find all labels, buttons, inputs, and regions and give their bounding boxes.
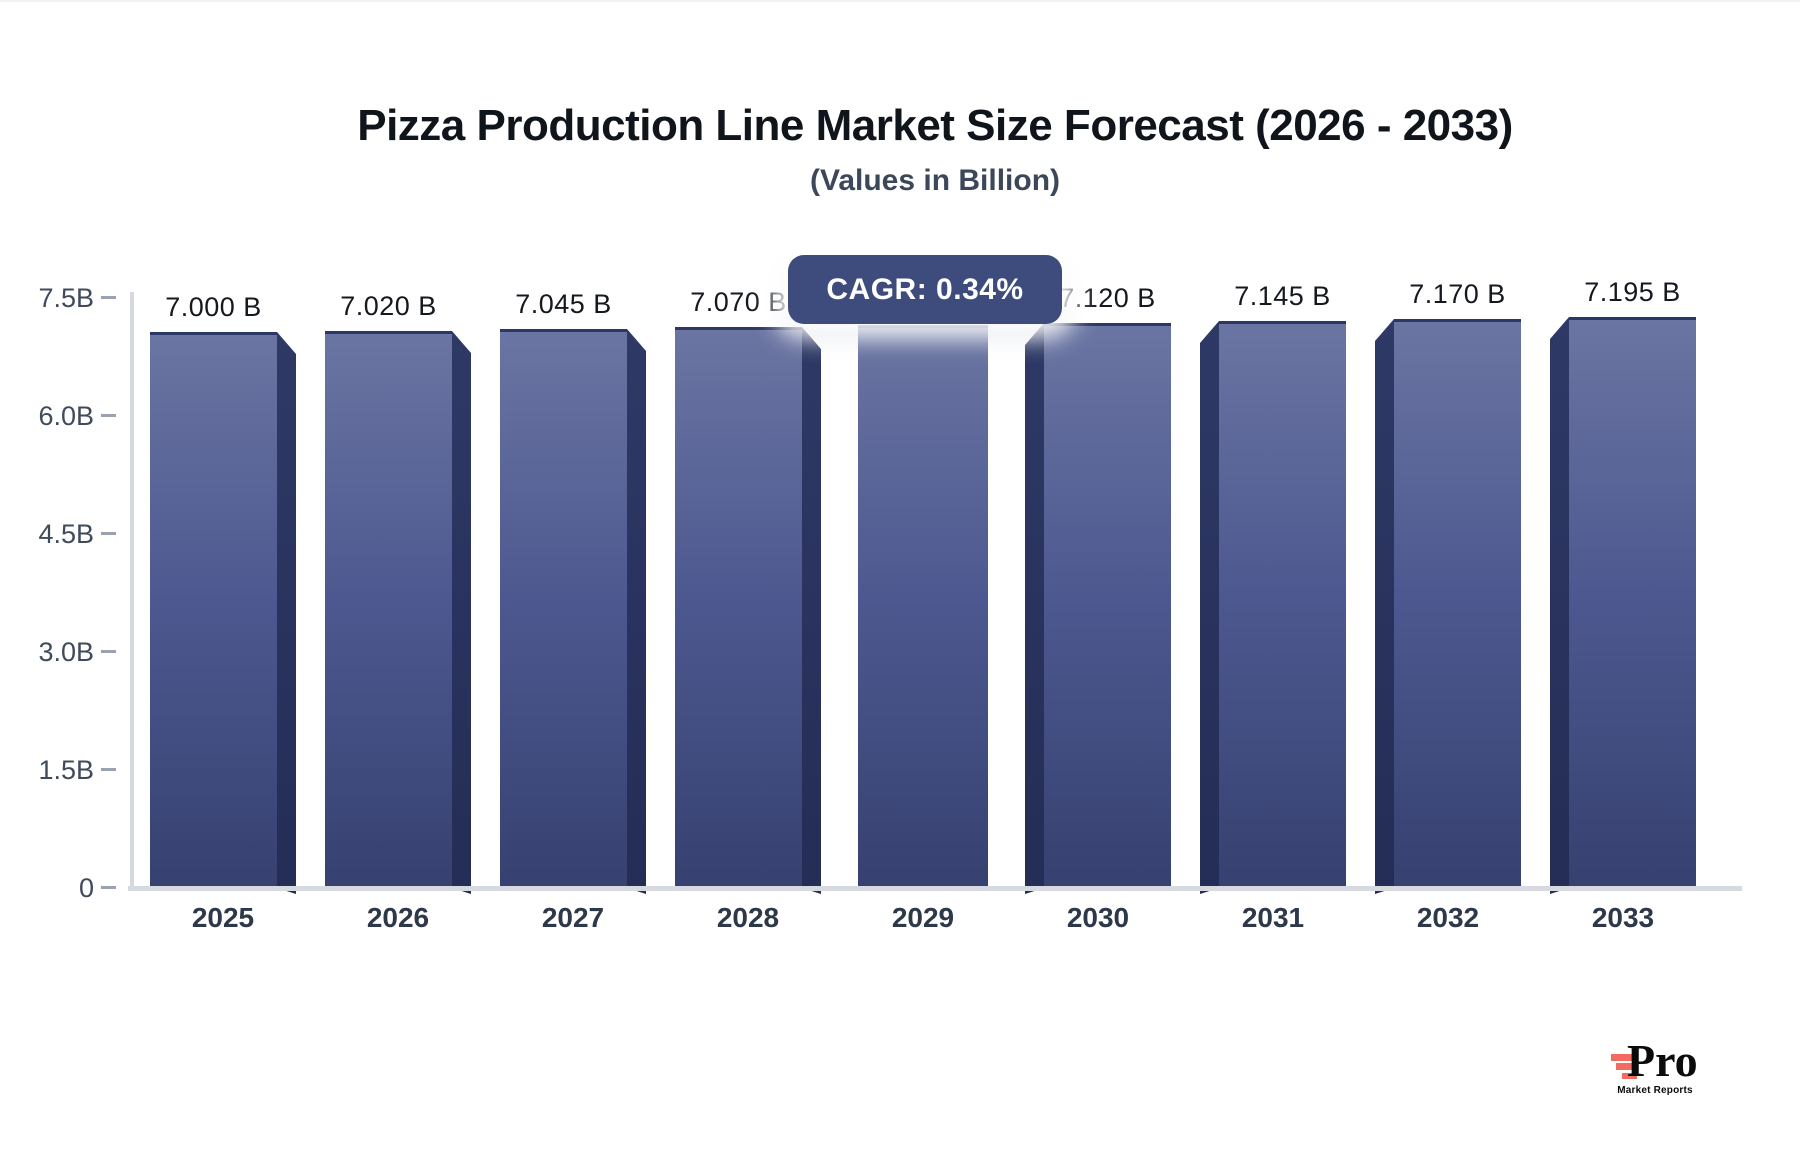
y-tick-label-1.5B: 1.5B [38, 755, 94, 785]
brand-logo: Pro Market Reports [1604, 1035, 1700, 1102]
x-tick-label-2028: 2028 [716, 902, 780, 933]
logo-stripe-icon [1622, 1073, 1637, 1079]
y-tick-label-7.5B: 7.5B [38, 283, 94, 313]
bar-2029[interactable] [858, 325, 988, 888]
bar-side-face-2031 [1200, 321, 1219, 894]
bar-2033[interactable] [1569, 317, 1696, 888]
bar-side-face-2028 [802, 327, 821, 894]
bar-value-label-2032: 7.170 B [1409, 279, 1506, 309]
bar-value-label-2030: 7.120 B [1059, 283, 1156, 313]
x-tick-label-2029: 2029 [891, 902, 955, 933]
x-axis-line [128, 886, 1742, 891]
bar-2031[interactable] [1219, 321, 1346, 888]
y-tick-mark [101, 414, 116, 417]
y-tick-label-3.0B: 3.0B [38, 637, 94, 667]
bar-value-label-2028: 7.070 B [690, 287, 787, 317]
bar-2025[interactable] [150, 332, 277, 888]
logo-tagline: Market Reports [1617, 1085, 1693, 1096]
bar-side-face-2033 [1550, 317, 1569, 894]
y-tick-label-0: 0 [78, 873, 94, 903]
bar-2027[interactable] [500, 329, 627, 888]
x-tick-label-2031: 2031 [1241, 902, 1305, 933]
y-tick-mark [101, 650, 116, 653]
x-tick-label-2025: 2025 [191, 902, 255, 933]
y-tick-mark [101, 886, 116, 889]
y-tick-mark [101, 296, 116, 299]
bar-value-label-2033: 7.195 B [1584, 277, 1681, 307]
bar-2028[interactable] [675, 327, 802, 888]
y-tick-label-4.5B: 4.5B [38, 519, 94, 549]
y-tick-mark [101, 768, 116, 771]
bar-value-label-2027: 7.045 B [515, 289, 612, 319]
y-axis-line [130, 292, 134, 891]
x-tick-label-2032: 2032 [1416, 902, 1480, 933]
logo-stripe-icon [1616, 1063, 1637, 1070]
bar-side-face-2025 [277, 332, 296, 894]
x-tick-label-2027: 2027 [541, 902, 605, 933]
bar-2026[interactable] [325, 331, 452, 888]
x-tick-label-2033: 2033 [1591, 902, 1655, 933]
x-tick-label-2026: 2026 [366, 902, 430, 933]
y-tick-mark [101, 532, 116, 535]
logo-brand-text: Pro [1627, 1035, 1698, 1086]
x-tick-label-2030: 2030 [1066, 902, 1130, 933]
bar-2030[interactable] [1044, 323, 1171, 888]
bar-side-face-2030 [1025, 323, 1044, 894]
bar-value-label-2031: 7.145 B [1234, 281, 1331, 311]
bar-value-label-2026: 7.020 B [340, 291, 437, 321]
bar-side-face-2026 [452, 331, 471, 894]
chart-title: Pizza Production Line Market Size Foreca… [357, 101, 1513, 150]
cagr-badge: CAGR: 0.34% [788, 255, 1062, 324]
logo-stripe-icon [1611, 1054, 1637, 1061]
bar-value-label-2025: 7.000 B [165, 292, 262, 322]
bar-side-face-2027 [627, 329, 646, 894]
bar-2032[interactable] [1394, 319, 1521, 888]
bar-side-face-2032 [1375, 319, 1394, 894]
chart-subtitle: (Values in Billion) [809, 164, 1061, 198]
y-tick-label-6.0B: 6.0B [38, 401, 94, 431]
chart-header: Pizza Production Line Market Size Foreca… [70, 2, 1800, 198]
